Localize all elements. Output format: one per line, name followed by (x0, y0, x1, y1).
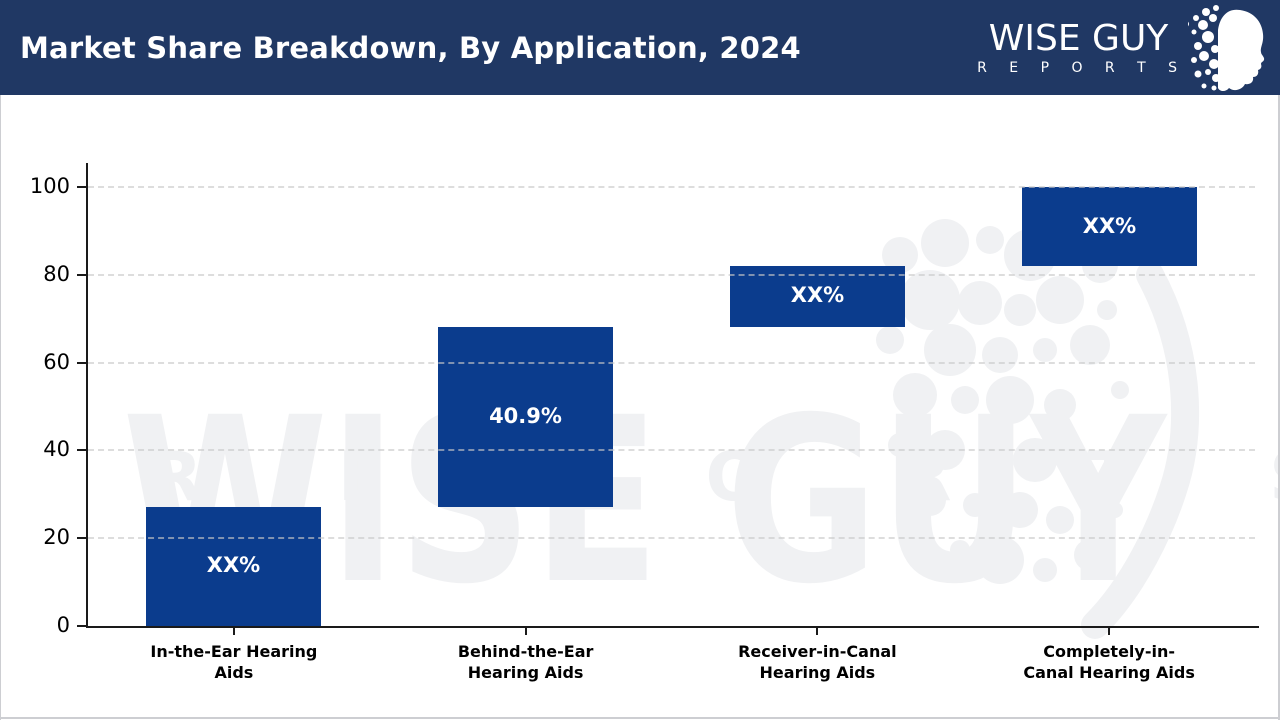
x-category-label: Behind-the-Ear Hearing Aids (457, 642, 594, 683)
y-axis-tick (77, 273, 86, 276)
y-axis-tick-label: 0 (56, 613, 70, 637)
bar-segment: XX% (146, 506, 321, 626)
gridline (88, 449, 1255, 452)
watermark-subtitle-text: R E P O R T S (150, 438, 1280, 517)
x-axis-tick (232, 628, 235, 635)
x-axis-tick (816, 628, 819, 635)
x-axis-tick (1108, 628, 1111, 635)
brand-subtitle: R E P O R T S (977, 59, 1186, 76)
chart-title: Market Share Breakdown, By Application, … (20, 30, 801, 65)
gridline (88, 361, 1255, 364)
x-category-label: Receiver-in-Canal Hearing Aids (738, 642, 897, 683)
y-axis-tick (77, 186, 86, 188)
bar-value-label: XX% (1082, 213, 1137, 238)
frame-bottom-edge (0, 717, 1280, 719)
y-axis-tick-label: 100 (29, 174, 70, 198)
y-axis-tick-label: 80 (43, 261, 70, 286)
bar-segment: 40.9% (438, 327, 613, 507)
y-axis-tick (77, 361, 86, 364)
y-axis-tick (77, 537, 86, 540)
chart-area: WISE GUY R E P O R T S 0 20 40 60 80 100 XX% In… (0, 95, 1280, 720)
frame-left-edge (0, 95, 1, 720)
y-axis-tick-label: 40 (43, 437, 70, 462)
bar-value-label: XX% (206, 553, 261, 578)
y-axis-tick-label: 60 (43, 349, 70, 374)
bar-segment: XX% (730, 265, 905, 328)
y-axis-line (86, 163, 88, 628)
app-header: Market Share Breakdown, By Application, … (0, 0, 1280, 95)
bar-value-label: 40.9% (489, 403, 562, 428)
x-axis-line (86, 626, 1259, 628)
x-axis-tick (524, 628, 527, 635)
brand-logo-text: WISE GUY R E P O R T S (971, 17, 1186, 76)
y-axis-tick-label: 20 (43, 525, 70, 550)
bar-value-label: XX% (790, 283, 845, 308)
gridline (88, 273, 1255, 276)
brand-name: WISE GUY (988, 17, 1169, 59)
brand-logo: WISE GUY R E P O R T S (971, 4, 1266, 92)
x-category-label: Completely-in- Canal Hearing Aids (1023, 642, 1195, 683)
brand-face-dots-icon (1188, 4, 1265, 91)
frame-right-edge (1278, 95, 1280, 720)
gridline (88, 186, 1255, 188)
x-category-label: In-the-Ear Hearing Aids (150, 642, 318, 683)
y-axis-tick (77, 625, 86, 627)
bar-segment: XX% (1022, 187, 1197, 267)
gridline (88, 537, 1255, 540)
y-axis-tick (77, 449, 86, 452)
